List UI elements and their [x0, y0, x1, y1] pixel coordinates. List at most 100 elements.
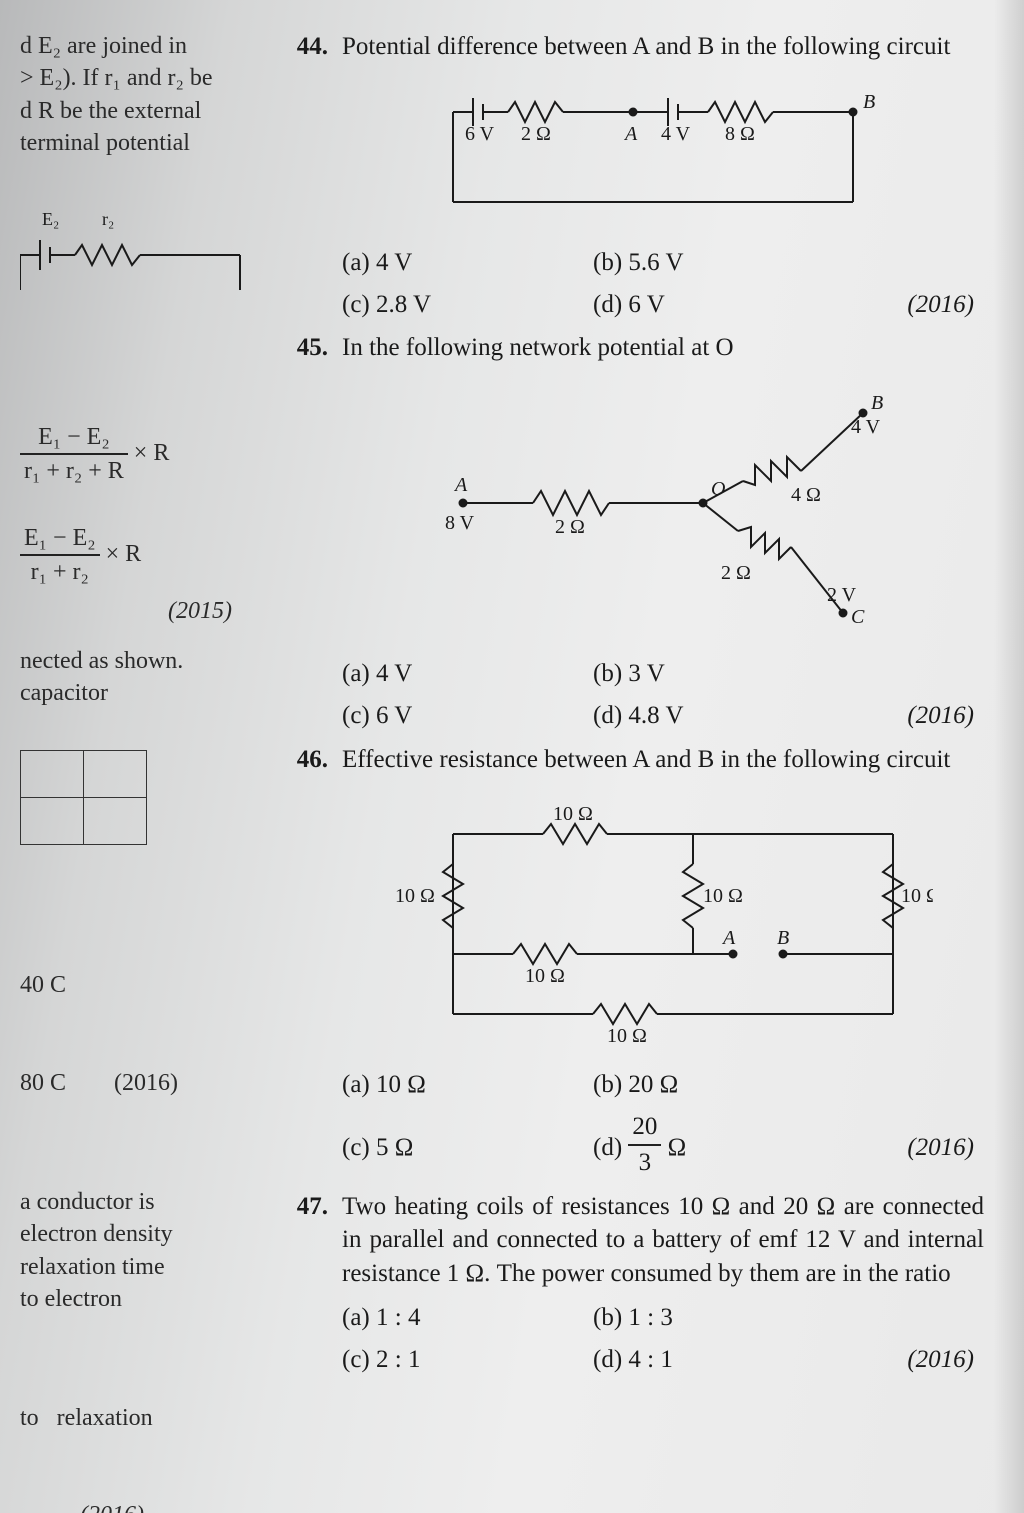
q47-opt-d: (d) 4 : 1	[593, 1343, 844, 1377]
fragment-text-5: to relaxation (2016)	[20, 1337, 252, 1513]
q44-opt-c: (c) 2.8 V	[342, 288, 593, 322]
q46-options: (a) 10 Ω (b) 20 Ω (c) 5 Ω (d) 203 Ω (201…	[342, 1068, 984, 1179]
q45-opt-a: (a) 4 V	[342, 657, 593, 691]
fragment-text-1: d E₂ are joined in > E₂). If r₁ and r₂ b…	[20, 30, 252, 160]
q46-r-bottom: 10 Ω	[607, 1025, 647, 1047]
mini-circuit-fragment: E₂ r₂	[20, 200, 250, 290]
right-column: 44. Potential difference between A and B…	[270, 30, 984, 1483]
q46-opt-a: (a) 10 Ω	[342, 1068, 593, 1102]
q44-opt-b: (b) 5.6 V	[593, 246, 844, 280]
q46-r-right: 10 Ω	[901, 885, 933, 907]
q44-text: Potential difference between A and B in …	[342, 30, 984, 64]
q46-r-left: 10 Ω	[395, 885, 435, 907]
q47-text: Two heating coils of resistances 10 Ω an…	[342, 1190, 984, 1291]
question-45: 45. In the following network potential a…	[280, 331, 984, 732]
q44-label-a: A	[623, 123, 638, 145]
q45-label-o: O	[711, 478, 725, 500]
q45-text: In the following network potential at O	[342, 331, 984, 365]
q47-opt-a: (a) 1 : 4	[342, 1301, 593, 1335]
q46-opt-c: (c) 5 Ω	[342, 1131, 593, 1165]
q44-number: 44.	[280, 30, 342, 321]
q46-opt-d-num: 20	[628, 1110, 661, 1146]
frag5-line: to relaxation	[20, 1402, 252, 1434]
frag3-line: 80 C (2016)	[20, 1067, 252, 1099]
q45-label-c: C	[851, 606, 865, 628]
formula1-den: r₁ + r₂ + R	[20, 455, 128, 487]
fragment-text-2: nected as shown. capacitor	[20, 645, 252, 710]
q45-opt-d: (d) 4.8 V	[593, 699, 844, 733]
q44-label-8ohm: 8 Ω	[725, 123, 755, 145]
left-column: d E₂ are joined in > E₂). If r₁ and r₂ b…	[20, 30, 270, 1483]
q46-opt-d-pre: (d)	[593, 1134, 628, 1161]
formula2-den: r₁ + r₂	[20, 556, 100, 588]
q46-text: Effective resistance between A and B in …	[342, 743, 984, 777]
q46-r-top: 10 Ω	[553, 803, 593, 825]
q47-opt-b: (b) 1 : 3	[593, 1301, 844, 1335]
q44-options: (a) 4 V (b) 5.6 V (c) 2.8 V (d) 6 V (201…	[342, 246, 984, 322]
frag4-line: to electron	[20, 1283, 252, 1315]
q47-opt-c: (c) 2 : 1	[342, 1343, 593, 1377]
q45-label-a: A	[453, 474, 468, 496]
q46-opt-b: (b) 20 Ω	[593, 1068, 844, 1102]
frag1-line: d R be the external	[20, 95, 252, 127]
q46-r-inner: 10 Ω	[525, 965, 565, 987]
frag1-line: > E₂). If r₁ and r₂ be	[20, 62, 252, 94]
fragment-text-4: a conductor is electron density relaxati…	[20, 1186, 252, 1316]
q47-options: (a) 1 : 4 (b) 1 : 3 (c) 2 : 1 (d) 4 : 1 …	[342, 1301, 984, 1377]
frag4-line: relaxation time	[20, 1251, 252, 1283]
frag3-line: 40 C	[20, 969, 252, 1001]
q46-r-mid: 10 Ω	[703, 885, 743, 907]
q46-opt-d-den: 3	[628, 1146, 661, 1180]
q45-opt-b: (b) 3 V	[593, 657, 844, 691]
mini-label-r2: r₂	[102, 209, 114, 229]
q46-circuit: 10 Ω 10 Ω 10 Ω 10 Ω 10 Ω 10 Ω A B	[393, 794, 933, 1054]
q45-label-b: B	[871, 392, 883, 414]
q47-number: 47.	[280, 1190, 342, 1377]
page-edge-shadow	[994, 0, 1024, 1513]
frag1-line: terminal potential	[20, 127, 252, 159]
q45-label-2v: 2 V	[827, 584, 857, 606]
q45-label-2ohm-c: 2 Ω	[721, 562, 751, 584]
q44-label-2ohm: 2 Ω	[521, 123, 551, 145]
q44-label-6v: 6 V	[465, 123, 495, 145]
fragment-text-3: 40 C 80 C (2016)	[20, 905, 252, 1164]
q45-label-4ohm: 4 Ω	[791, 484, 821, 506]
q45-label-4v: 4 V	[851, 416, 881, 438]
formula-2: E₁ − E₂ r₁ + r₂ × R	[20, 522, 252, 589]
frag4-line: a conductor is	[20, 1186, 252, 1218]
question-47: 47. Two heating coils of resistances 10 …	[280, 1190, 984, 1377]
q44-circuit: 6 V 2 Ω A 4 V 8 Ω B	[413, 82, 913, 232]
q44-year: (2016)	[844, 288, 984, 322]
q45-number: 45.	[280, 331, 342, 732]
q44-label-b: B	[863, 91, 875, 113]
page: d E₂ are joined in > E₂). If r₁ and r₂ b…	[0, 0, 1024, 1513]
q46-opt-d: (d) 203 Ω	[593, 1110, 844, 1180]
formula2-num: E₁ − E₂	[20, 522, 100, 556]
q46-label-a: A	[721, 927, 736, 949]
formula2-tail: × R	[100, 541, 142, 567]
q45-options: (a) 4 V (b) 3 V (c) 6 V (d) 4.8 V (2016)	[342, 657, 984, 733]
q45-opt-c: (c) 6 V	[342, 699, 593, 733]
frag5-line: (2016)	[20, 1499, 252, 1513]
frag1-line: d E₂ are joined in	[20, 30, 252, 62]
q45-year: (2016)	[844, 699, 984, 733]
q45-label-8v: 8 V	[445, 512, 475, 534]
q45-network: A 8 V 2 Ω O B 4 V 4 Ω 2 Ω 2 V C	[403, 383, 923, 643]
mini-label-e2: E₂	[42, 209, 59, 229]
q44-opt-a: (a) 4 V	[342, 246, 593, 280]
formula-1: E₁ − E₂ r₁ + r₂ + R × R	[20, 421, 252, 488]
frag2-line: nected as shown.	[20, 645, 252, 677]
formula1-num: E₁ − E₂	[20, 421, 128, 455]
question-44: 44. Potential difference between A and B…	[280, 30, 984, 321]
formula1-tail: × R	[128, 440, 170, 466]
frag4-line: electron density	[20, 1218, 252, 1250]
formula-year: (2015)	[20, 595, 252, 627]
q45-label-2ohm-a: 2 Ω	[555, 516, 585, 538]
question-46: 46. Effective resistance between A and B…	[280, 743, 984, 1180]
q44-opt-d: (d) 6 V	[593, 288, 844, 322]
q46-year: (2016)	[844, 1131, 984, 1165]
q46-opt-d-post: Ω	[661, 1134, 686, 1161]
table-fragment	[20, 750, 147, 845]
q46-label-b: B	[777, 927, 789, 949]
frag2-line: capacitor	[20, 677, 252, 709]
